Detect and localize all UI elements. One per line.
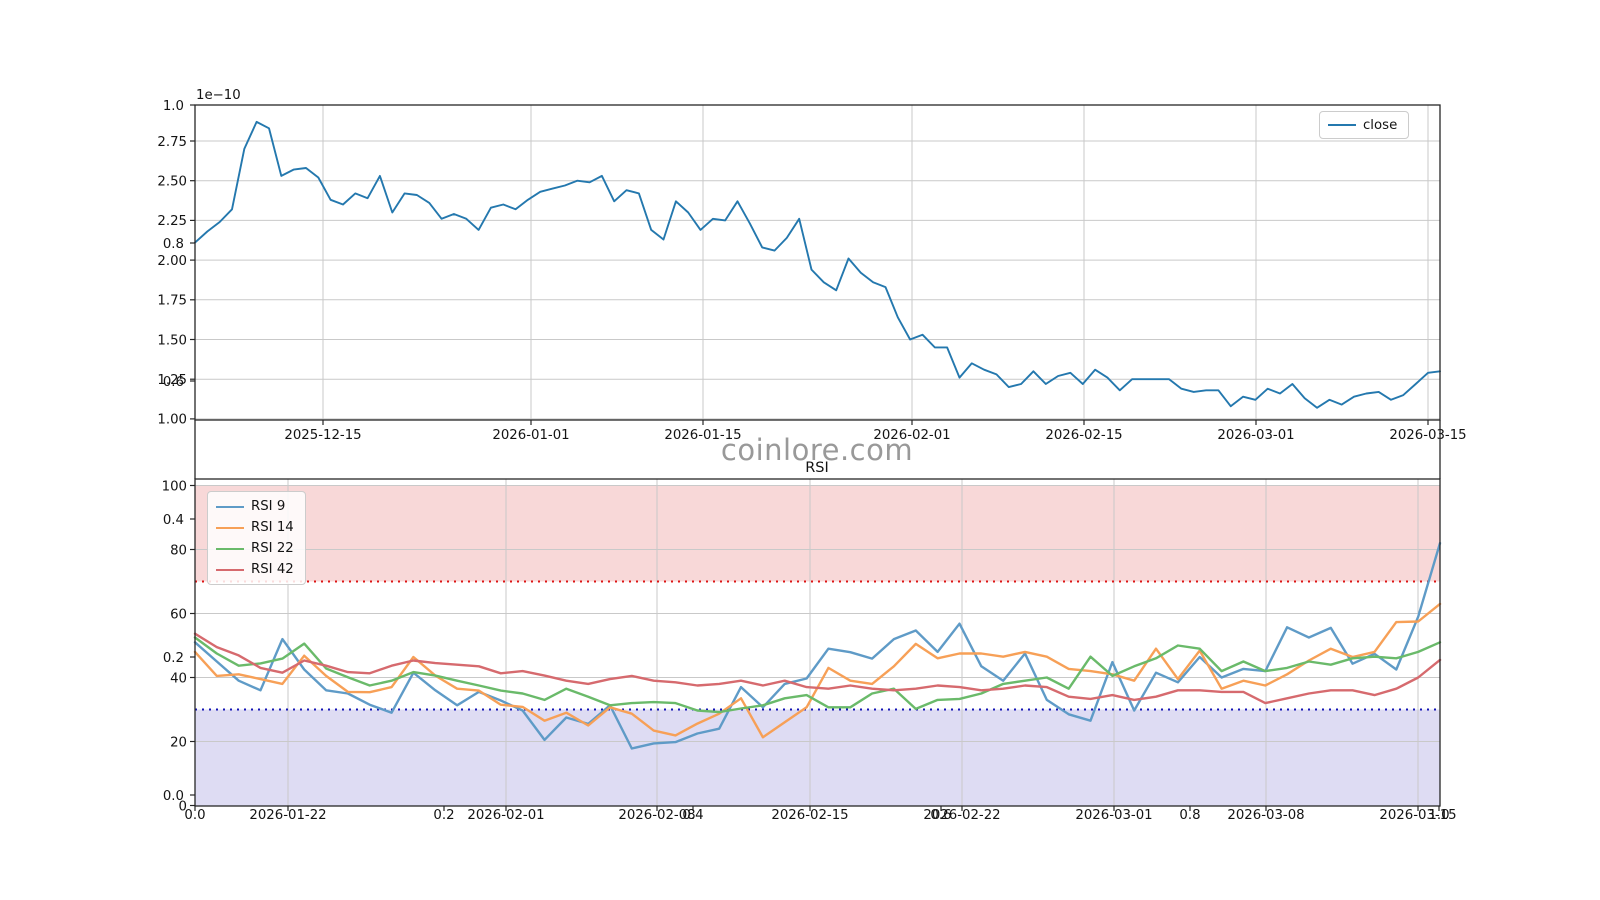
rsi-x-tick-label: 2026-01-22	[249, 808, 326, 823]
overlay-y-tick-label: 0.8	[163, 237, 184, 252]
oversold-band	[195, 709, 1440, 806]
rsi-axes-frame	[194, 478, 1441, 807]
rsi-legend-line-sample	[216, 526, 244, 529]
rsi-panel-title: RSI	[805, 460, 829, 476]
rsi-x-tick-label: 2026-03-01	[1075, 808, 1152, 823]
rsi-legend-entry: RSI 9	[208, 496, 305, 517]
close-series-line	[194, 120, 1441, 409]
price-x-tick-label: 2026-01-15	[664, 428, 741, 443]
rsi-y-tick-label: 20	[170, 735, 187, 750]
rsi-legend-entry: RSI 22	[208, 538, 305, 559]
overlay-x-tick-label: 0.8	[1179, 808, 1200, 823]
overlay-x-tick-label: 0.2	[433, 808, 454, 823]
overlay-y-tick-label: 0.2	[163, 651, 184, 666]
rsi-legend-line-sample	[216, 568, 244, 571]
rsi-22-series-line	[193, 636, 1442, 714]
overlay-y-tick-label: 0.4	[163, 513, 184, 528]
close-legend-label: close	[1363, 117, 1398, 133]
price-x-tick-label: 2026-03-01	[1217, 428, 1294, 443]
overbought-band	[195, 485, 1440, 582]
price-y-tick-label: 2.25	[157, 214, 187, 229]
overlay-x-tick-label: 0.4	[682, 808, 703, 823]
price-x-tick-label: 2026-03-15	[1389, 428, 1466, 443]
price-y-tick-label: 1.75	[157, 294, 187, 309]
rsi-legend-entry: RSI 42	[208, 559, 305, 580]
overlay-y-tick-label: 1.0	[163, 99, 184, 114]
price-y-tick-label: 2.00	[157, 254, 187, 269]
rsi-legend-label: RSI 14	[251, 520, 294, 535]
rsi-x-tick-label: 2026-03-15	[1379, 808, 1456, 823]
rsi-42-series-line	[193, 632, 1442, 705]
price-y-tick-label: 2.75	[157, 135, 187, 150]
price-y-tick-label: 2.50	[157, 175, 187, 190]
overlay-x-tick-label: 0.0	[184, 808, 205, 823]
rsi-legend-entry: RSI 14	[208, 517, 305, 538]
price-plot-background	[195, 105, 1440, 420]
price-y-tick-label: 1.00	[157, 413, 187, 428]
rsi-legend: RSI 9 RSI 14 RSI 22 RSI 42	[207, 491, 306, 585]
overlay-y-tick-label: 0.6	[163, 375, 184, 390]
rsi-y-tick-label: 60	[170, 607, 187, 622]
overlay-x-tick-label: 1.0	[1428, 808, 1449, 823]
rsi-x-tick-label: 2026-02-15	[771, 808, 848, 823]
price-x-tick-label: 2026-02-15	[1045, 428, 1122, 443]
close-legend-line-sample	[1328, 124, 1356, 126]
rsi-legend-line-sample	[216, 505, 244, 508]
rsi-9-series-line	[193, 541, 1442, 750]
overlay-y-tick-label: 0.0	[163, 789, 184, 804]
price-x-tick-label: 2026-01-01	[492, 428, 569, 443]
rsi-x-tick-label: 2026-02-01	[467, 808, 544, 823]
price-y-tick-label: 1.25	[157, 373, 187, 388]
rsi-y-tick-label: 0	[179, 799, 187, 814]
rsi-y-tick-label: 40	[170, 671, 187, 686]
price-x-tick-label: 2026-02-01	[873, 428, 950, 443]
price-axes-frame	[194, 104, 1441, 421]
price-y-tick-label: 1.50	[157, 333, 187, 348]
rsi-legend-label: RSI 9	[251, 499, 286, 514]
rsi-legend-label: RSI 42	[251, 562, 294, 577]
rsi-y-tick-label: 100	[162, 479, 187, 494]
rsi-y-tick-label: 80	[170, 543, 187, 558]
price-y-offset-label: 1e−10	[196, 88, 241, 103]
rsi-legend-line-sample	[216, 547, 244, 550]
price-x-tick-label: 2025-12-15	[284, 428, 361, 443]
rsi-x-tick-label: 2026-03-08	[1227, 808, 1304, 823]
rsi-x-tick-label: 2026-02-08	[618, 808, 695, 823]
overlay-x-tick-label: 0.6	[930, 808, 951, 823]
rsi-x-tick-label: 2026-02-22	[923, 808, 1000, 823]
rsi-legend-label: RSI 22	[251, 541, 294, 556]
close-legend: close	[1319, 111, 1409, 139]
